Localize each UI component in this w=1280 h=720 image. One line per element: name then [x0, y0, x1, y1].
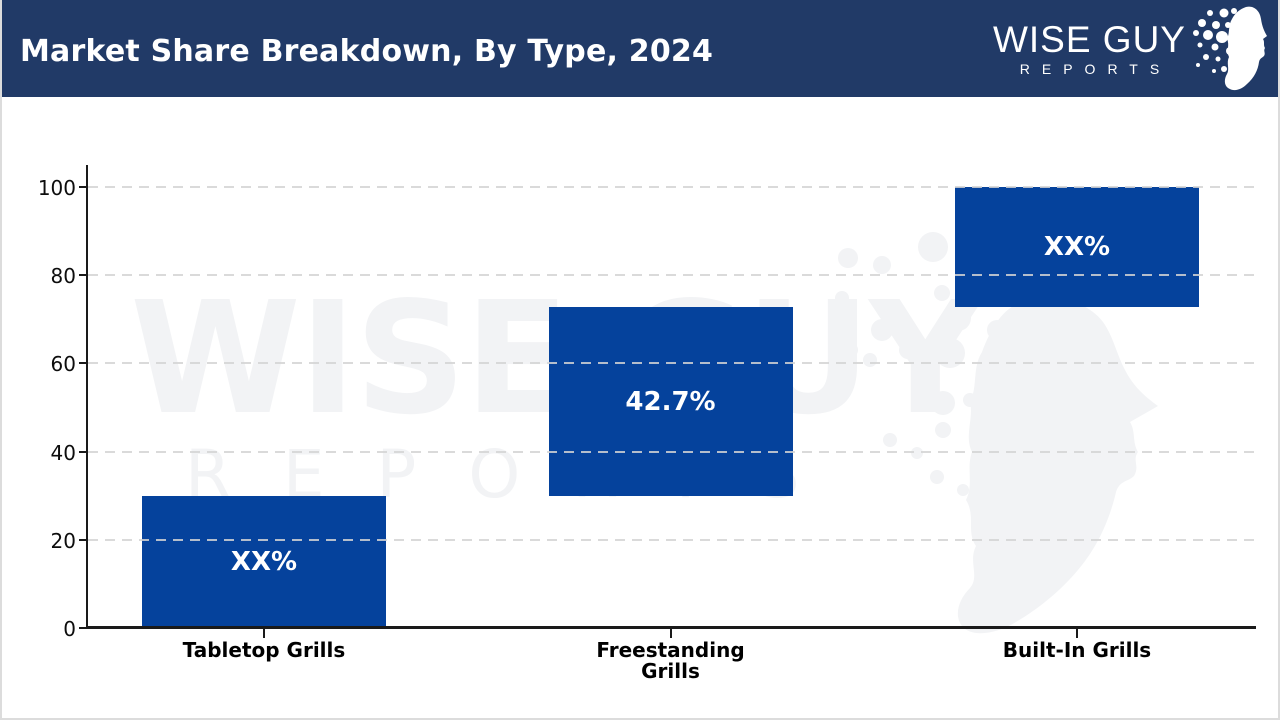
- y-tick-label-60: 60: [50, 352, 76, 377]
- category-label-text: Tabletop Grills: [182, 638, 346, 662]
- y-axis-spine: [86, 165, 88, 629]
- bar-freestanding-grills: 42.7%: [548, 307, 793, 496]
- y-tick-label-100: 100: [37, 176, 76, 200]
- y-tick-label-20: 20: [50, 528, 76, 553]
- y-tick-80: [79, 274, 87, 277]
- bar-value-label: XX%: [230, 546, 298, 577]
- y-tick-0: [79, 627, 87, 629]
- y-tick-40: [79, 450, 87, 453]
- y-tick-60: [79, 362, 87, 365]
- brand-logo-text: WISE GUY REPORTS: [993, 21, 1186, 76]
- gridline-y-60: [88, 362, 1256, 365]
- gridline-y-80: [88, 274, 1256, 277]
- x-tick-0: [263, 629, 265, 638]
- brand-name: WISE GUY: [992, 19, 1186, 60]
- y-tick-20: [79, 538, 87, 541]
- gridline-y-40: [88, 450, 1256, 453]
- gridline-y-100: [88, 186, 1256, 188]
- category-label-text: Built-In Grills: [1002, 638, 1152, 662]
- category-label-0: Tabletop Grills: [164, 640, 364, 661]
- bar-value-label: 42.7%: [625, 386, 716, 417]
- bar-value-label: XX%: [1043, 232, 1111, 263]
- y-tick-100: [79, 186, 87, 188]
- bar-built-in-grills: XX%: [955, 187, 1199, 308]
- y-tick-label-0: 0: [63, 617, 76, 641]
- y-tick-label-80: 80: [50, 264, 76, 289]
- x-axis-spine: [86, 626, 1256, 629]
- category-label-2: Built-In Grills: [977, 640, 1177, 661]
- brand-logo: WISE GUY REPORTS: [993, 2, 1272, 95]
- gridline-y-20: [88, 538, 1256, 541]
- bar-tabletop-grills: XX%: [142, 495, 386, 628]
- category-label-text: Freestanding Grills: [596, 638, 745, 683]
- header-band: Market Share Breakdown, By Type, 2024 WI…: [0, 0, 1280, 97]
- page-title: Market Share Breakdown, By Type, 2024: [20, 34, 714, 69]
- dotted-face-logo-icon: [1193, 6, 1267, 90]
- y-tick-label-40: 40: [50, 440, 76, 465]
- brand-subname: REPORTS: [1019, 61, 1172, 77]
- x-tick-1: [669, 629, 672, 638]
- x-tick-2: [1076, 629, 1078, 638]
- category-label-1: Freestanding Grills: [571, 640, 771, 682]
